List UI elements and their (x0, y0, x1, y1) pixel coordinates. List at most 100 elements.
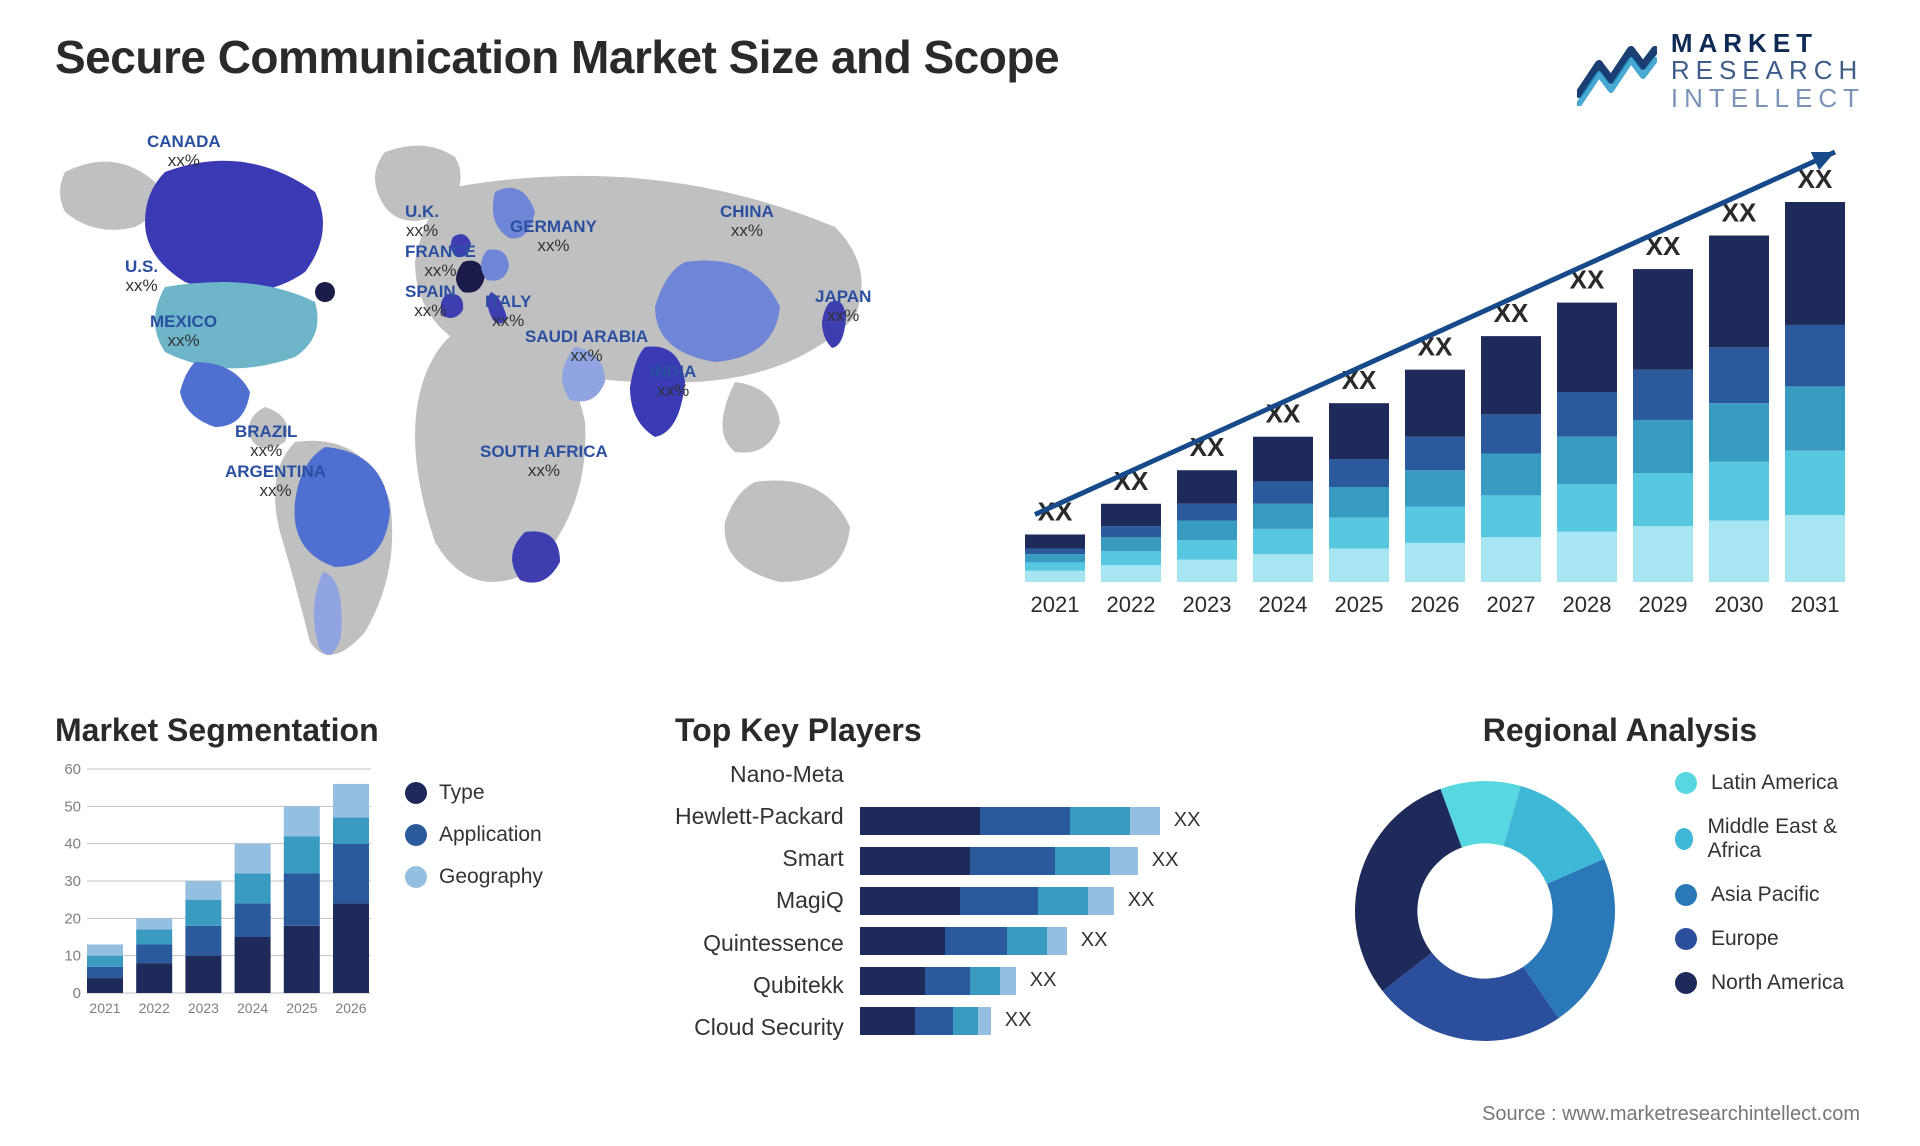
segmentation-legend: TypeApplicationGeography (405, 761, 543, 889)
player-bar-segment (1070, 807, 1130, 835)
svg-text:2026: 2026 (335, 1000, 366, 1016)
player-label: Cloud Security (675, 1014, 844, 1041)
header: Secure Communication Market Size and Sco… (55, 30, 1865, 112)
map-label: JAPANxx% (815, 287, 871, 326)
map-label: ARGENTINAxx% (225, 462, 326, 501)
svg-text:20: 20 (64, 910, 81, 927)
svg-text:60: 60 (64, 761, 81, 778)
svg-text:2025: 2025 (1335, 592, 1384, 617)
player-bar-segment (1038, 887, 1088, 915)
legend-label: Middle East & Africa (1707, 815, 1865, 863)
player-bar-segment (860, 807, 980, 835)
page-title: Secure Communication Market Size and Sco… (55, 30, 1059, 84)
segmentation-title: Market Segmentation (55, 712, 635, 749)
player-bar-segment (970, 847, 1055, 875)
player-bar (860, 887, 1114, 915)
player-label: Smart (675, 845, 844, 872)
player-bar-segment (860, 927, 945, 955)
segmentation-panel: Market Segmentation 01020304050602021202… (55, 712, 635, 1061)
svg-text:10: 10 (64, 948, 81, 965)
map-label: SAUDI ARABIAxx% (525, 327, 648, 366)
player-bar-segment (978, 1007, 991, 1035)
segmentation-chart: 0102030405060202120222023202420252026 (55, 761, 375, 1021)
svg-text:2022: 2022 (139, 1000, 170, 1016)
legend-item: Type (405, 781, 543, 805)
regional-panel: Regional Analysis Latin America Middle Ea… (1335, 712, 1865, 1061)
svg-text:40: 40 (64, 836, 81, 853)
regional-legend-item: Europe (1675, 927, 1865, 951)
regional-title: Regional Analysis (1375, 712, 1865, 749)
svg-text:2031: 2031 (1791, 592, 1840, 617)
legend-label: Latin America (1711, 771, 1838, 795)
player-bar-segment (860, 967, 925, 995)
player-bar (860, 967, 1016, 995)
bottom-row: Market Segmentation 01020304050602021202… (55, 712, 1865, 1061)
player-bar-row: XX (860, 887, 1155, 915)
players-chart: XXXXXXXXXXXX (860, 761, 1230, 1041)
svg-text:2024: 2024 (237, 1000, 268, 1016)
svg-text:2021: 2021 (1031, 592, 1080, 617)
regional-legend: Latin America Middle East & Africa Asia Pa… (1675, 761, 1865, 995)
svg-text:2026: 2026 (1411, 592, 1460, 617)
player-bar-segment (1088, 887, 1114, 915)
map-label: BRAZILxx% (235, 422, 297, 461)
page: Secure Communication Market Size and Sco… (0, 0, 1920, 1146)
player-bar (860, 847, 1138, 875)
player-bar-row: XX (860, 847, 1179, 875)
player-value: XX (1030, 969, 1057, 992)
map-label: U.S.xx% (125, 257, 158, 296)
regional-donut (1335, 761, 1635, 1061)
players-title: Top Key Players (675, 712, 1295, 749)
legend-swatch (1675, 884, 1697, 906)
map-label: CANADAxx% (147, 132, 221, 171)
player-bar-segment (960, 887, 1038, 915)
svg-text:2023: 2023 (1183, 592, 1232, 617)
player-label: Nano-Meta (675, 761, 844, 788)
player-bar-segment (1130, 807, 1160, 835)
player-bar-segment (915, 1007, 953, 1035)
player-label: MagiQ (675, 887, 844, 914)
legend-swatch (405, 866, 427, 888)
svg-text:2025: 2025 (286, 1000, 317, 1016)
player-bar-row: XX (860, 967, 1057, 995)
svg-text:50: 50 (64, 798, 81, 815)
map-label: FRANCExx% (405, 242, 476, 281)
logo-mark-icon (1577, 36, 1657, 106)
world-map-svg (55, 132, 935, 672)
player-bar-row: XX (860, 1007, 1032, 1035)
main-growth-chart: XX2021XX2022XX2023XX2024XX2025XX2026XX20… (995, 122, 1855, 662)
player-bar-segment (860, 847, 970, 875)
map-label: ITALYxx% (485, 292, 531, 331)
player-label: Quintessence (675, 930, 844, 957)
svg-text:2028: 2028 (1563, 592, 1612, 617)
legend-label: Europe (1711, 927, 1779, 951)
legend-label: Type (439, 781, 485, 805)
players-labels: Nano-Meta Hewlett-Packard Smart MagiQ Quinte… (675, 761, 844, 1041)
logo-text: MARKET RESEARCH INTELLECT (1671, 30, 1865, 112)
player-bar-segment (925, 967, 970, 995)
svg-text:2021: 2021 (89, 1000, 120, 1016)
regional-legend-item: Latin America (1675, 771, 1865, 795)
player-label: Hewlett-Packard (675, 803, 844, 830)
player-bar (860, 1007, 991, 1035)
player-bar-segment (860, 887, 960, 915)
regional-legend-item: Asia Pacific (1675, 883, 1865, 907)
logo-line-3: INTELLECT (1671, 85, 1865, 112)
player-bar-segment (970, 967, 1000, 995)
map-label: CHINAxx% (720, 202, 774, 241)
legend-swatch (1675, 928, 1697, 950)
map-label: SPAINxx% (405, 282, 456, 321)
svg-text:2022: 2022 (1107, 592, 1156, 617)
svg-text:2024: 2024 (1259, 592, 1308, 617)
svg-text:2029: 2029 (1639, 592, 1688, 617)
legend-swatch (1675, 772, 1697, 794)
player-bar-segment (1047, 927, 1067, 955)
player-bar-segment (1000, 967, 1016, 995)
legend-swatch (1675, 828, 1693, 850)
player-bar-segment (980, 807, 1070, 835)
legend-label: Asia Pacific (1711, 883, 1820, 907)
svg-text:2027: 2027 (1487, 592, 1536, 617)
player-value: XX (1081, 929, 1108, 952)
source-text: Source : www.marketresearchintellect.com (1482, 1103, 1860, 1126)
player-bar-segment (953, 1007, 978, 1035)
